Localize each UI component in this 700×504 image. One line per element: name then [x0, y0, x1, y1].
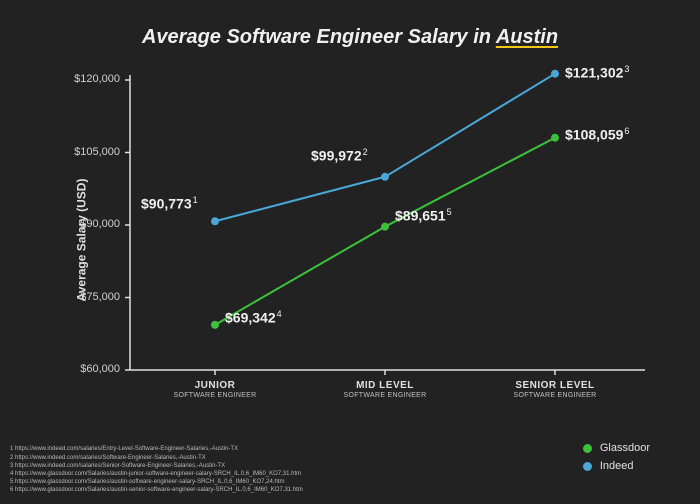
reference-line: 6 https://www.glassdoor.com/Salaries/aus…: [10, 486, 303, 494]
category-level: SENIOR LEVEL: [485, 380, 625, 391]
reference-line: 2 https://www.indeed.com/salaries/Softwa…: [10, 454, 303, 462]
legend: Glassdoor Indeed: [583, 436, 650, 472]
reference-line: 1 https://www.indeed.com/salaries/Entry-…: [10, 445, 303, 453]
category-sub: SOFTWARE ENGINEER: [315, 392, 455, 399]
legend-dot-icon: [583, 462, 592, 471]
y-tick-label: $90,000: [60, 218, 120, 230]
legend-item: Indeed: [583, 460, 650, 472]
value-label: $108,0596: [565, 126, 629, 143]
value-label: $121,3023: [565, 64, 629, 81]
legend-label: Glassdoor: [600, 442, 650, 454]
references: 1 https://www.indeed.com/salaries/Entry-…: [10, 445, 303, 494]
value-label: $90,7731: [141, 195, 198, 212]
x-category-label: JUNIORSOFTWARE ENGINEER: [145, 380, 285, 399]
y-tick-label: $75,000: [60, 291, 120, 303]
x-category-label: SENIOR LEVELSOFTWARE ENGINEER: [485, 380, 625, 399]
reference-line: 4 https://www.glassdoor.com/Salaries/aus…: [10, 470, 303, 478]
x-category-label: MID LEVELSOFTWARE ENGINEER: [315, 380, 455, 399]
y-tick-label: $105,000: [60, 146, 120, 158]
value-label: $99,9722: [311, 147, 368, 164]
y-tick-label: $120,000: [60, 73, 120, 85]
category-sub: SOFTWARE ENGINEER: [145, 392, 285, 399]
value-label: $69,3424: [225, 309, 282, 326]
legend-dot-icon: [583, 444, 592, 453]
category-level: JUNIOR: [145, 380, 285, 391]
value-label: $89,6515: [395, 207, 452, 224]
reference-line: 5 https://www.glassdoor.com/Salaries/aus…: [10, 478, 303, 486]
legend-label: Indeed: [600, 460, 634, 472]
category-sub: SOFTWARE ENGINEER: [485, 392, 625, 399]
y-tick-label: $60,000: [60, 363, 120, 375]
reference-line: 3 https://www.indeed.com/salaries/Senior…: [10, 462, 303, 470]
category-level: MID LEVEL: [315, 380, 455, 391]
legend-item: Glassdoor: [583, 442, 650, 454]
